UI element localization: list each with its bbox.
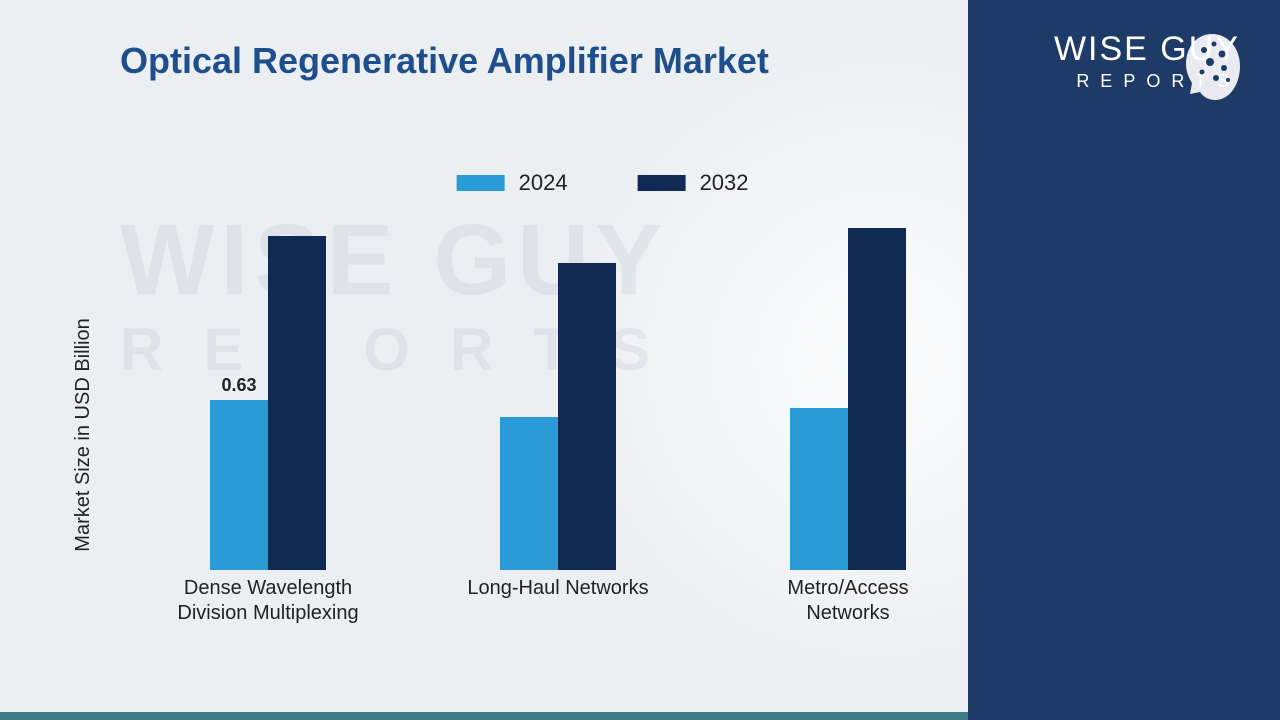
y-axis-label: Market Size in USD Billion (72, 318, 95, 551)
legend-swatch-2024 (457, 175, 505, 191)
category-label: Dense Wavelength Division Multiplexing (168, 576, 368, 626)
bar-chart: Market Size in USD Billion 2024 2032 Den… (60, 170, 970, 700)
plot-area: Dense Wavelength Division Multiplexing0.… (130, 220, 950, 570)
brand-logo: WISE GUY REPORTS (980, 30, 1240, 120)
legend: 2024 2032 (457, 170, 749, 196)
bar-2024 (500, 417, 558, 570)
bar-2032 (848, 228, 906, 570)
legend-label-2024: 2024 (519, 170, 568, 196)
head-icon (1182, 32, 1242, 102)
page-title: Optical Regenerative Amplifier Market (120, 38, 820, 83)
legend-item-2024: 2024 (457, 170, 568, 196)
legend-swatch-2032 (638, 175, 686, 191)
bar-2032 (268, 236, 326, 570)
bar-2032 (558, 263, 616, 570)
category-label: Long-Haul Networks (458, 576, 658, 601)
legend-label-2032: 2032 (700, 170, 749, 196)
bar-2024 (790, 408, 848, 570)
bar-2024 (210, 400, 268, 570)
legend-item-2032: 2032 (638, 170, 749, 196)
category-label: Metro/Access Networks (748, 576, 948, 626)
bottom-accent-bar (0, 712, 968, 720)
